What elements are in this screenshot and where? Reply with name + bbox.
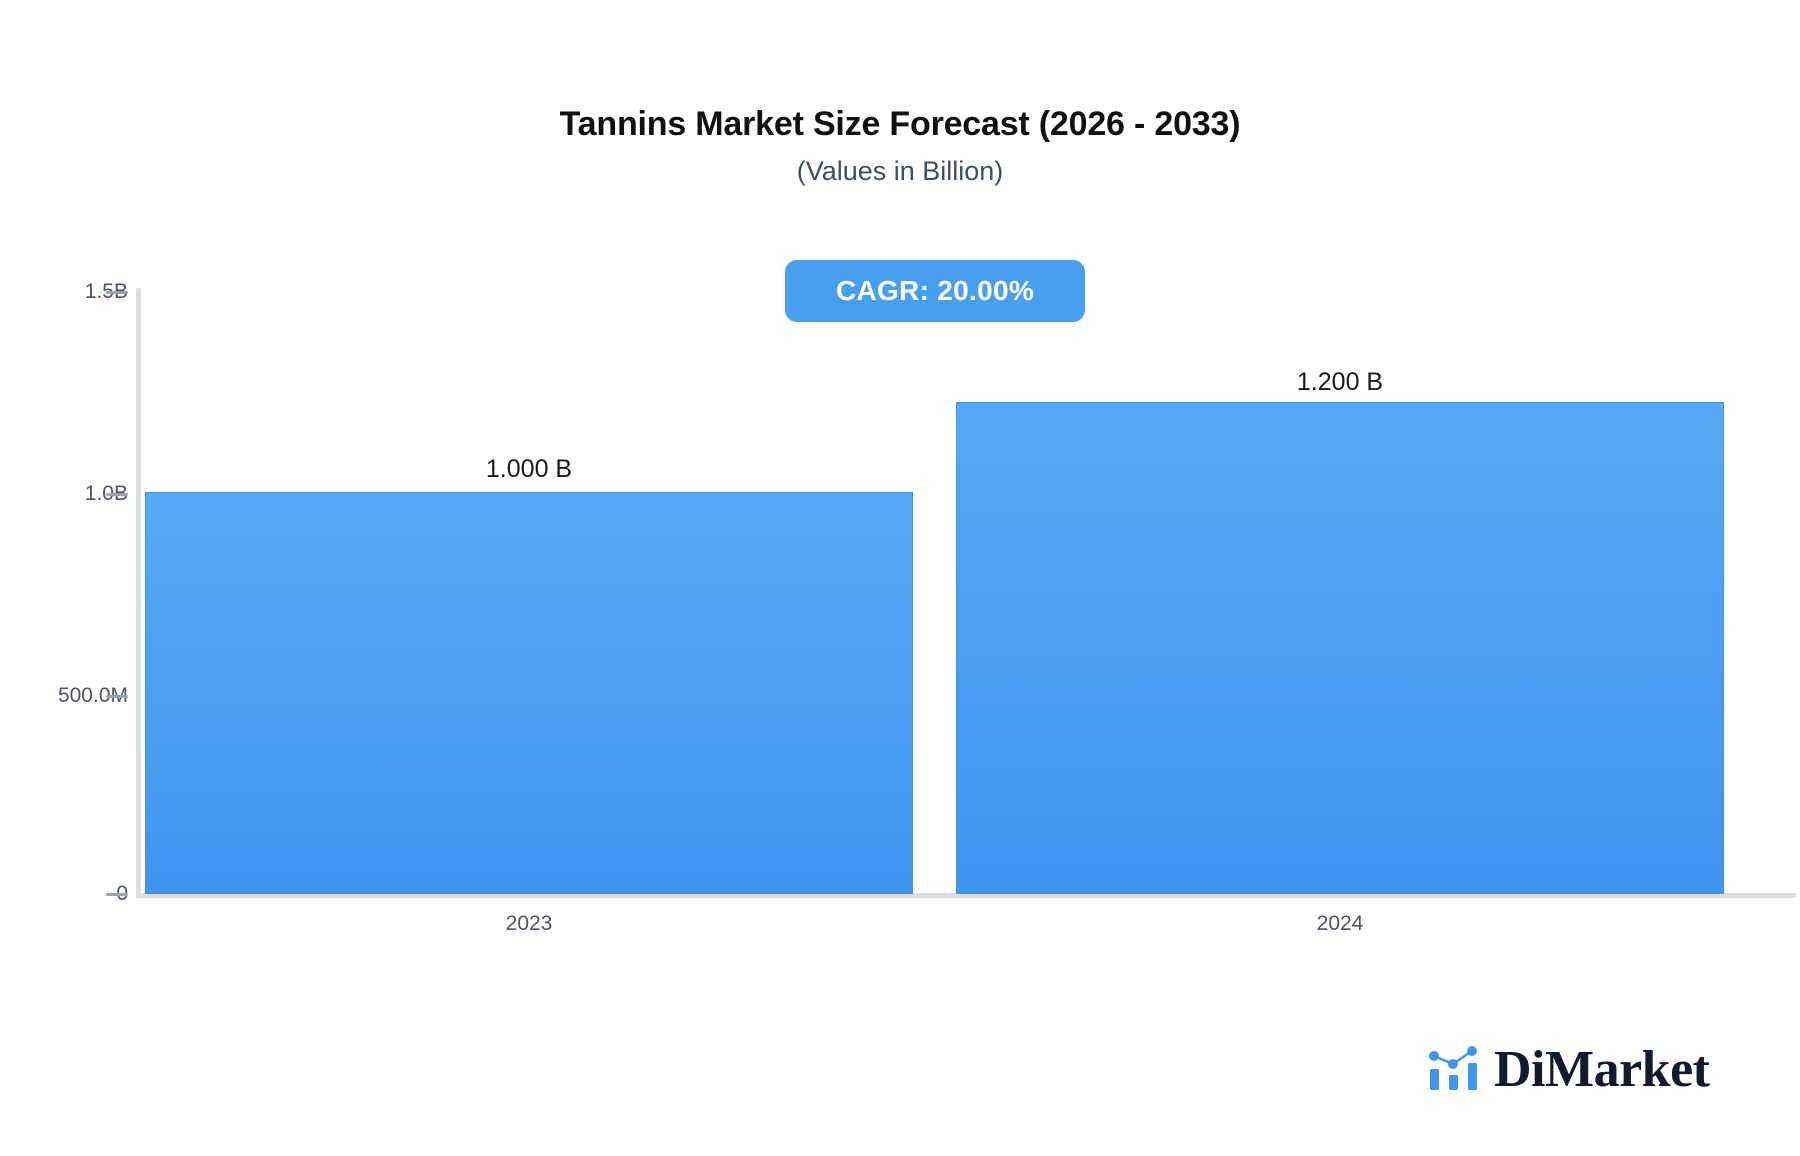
chart-subtitle: (Values in Billion) [796,156,1004,186]
y-axis-tick-mark-1-0b [106,493,128,496]
bar-chart-icon [1428,1045,1480,1096]
y-axis-tick-mark-500m [106,695,128,698]
bar-value-label-2024: 1.200 B [1296,368,1384,396]
chart-header: Tannins Market Size Forecast (2026 - 203… [0,104,1800,188]
y-axis-line [136,288,141,896]
y-axis-tick-mark-1-5b [106,291,128,294]
bar-2024[interactable] [956,402,1724,894]
cagr-badge-label: CAGR: 20.00% [835,275,1035,306]
brand-logo-text: DiMarket [1494,1041,1710,1098]
x-axis-line [136,893,1796,898]
brand-logo: DiMarket [1428,1041,1710,1098]
x-axis-label-2023: 2023 [505,912,553,935]
page-title: Tannins Market Size Forecast (2026 - 203… [559,105,1241,143]
cagr-badge: CAGR: 20.00% [785,260,1085,322]
y-axis-tick-500m: 500.0M [57,684,128,707]
bar-2023[interactable] [145,492,913,894]
x-axis-label-2024: 2024 [1316,912,1364,935]
bar-value-label-2023: 1.000 B [485,455,573,483]
y-axis-tick-mark-0 [106,893,128,896]
